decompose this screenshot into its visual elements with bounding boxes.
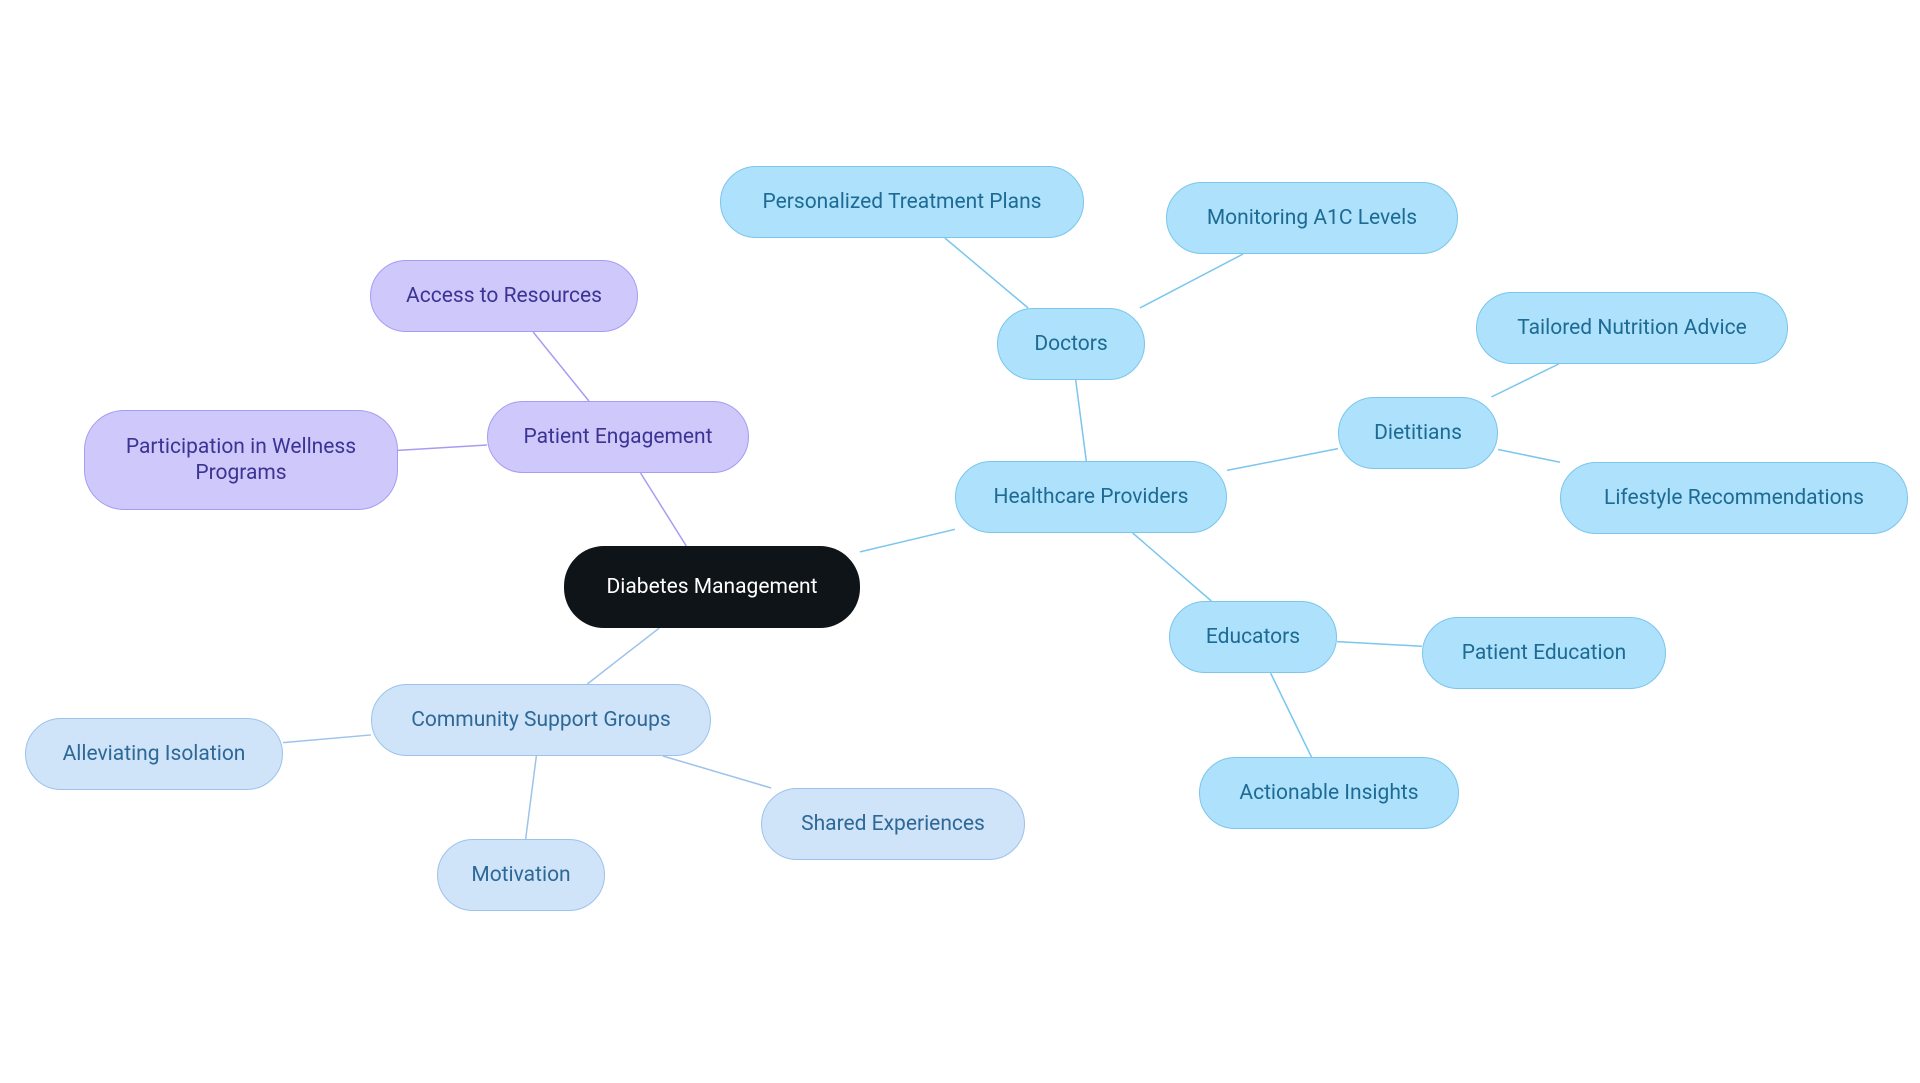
edge: [1133, 533, 1212, 601]
edge: [1491, 364, 1558, 397]
edge: [1498, 449, 1560, 462]
node-label: Educators: [1206, 624, 1300, 650]
node-pe_res: Access to Resources: [370, 260, 638, 332]
edge: [663, 756, 771, 788]
node-label: Personalized Treatment Plans: [763, 189, 1042, 215]
edge: [526, 756, 537, 839]
edge: [641, 473, 687, 546]
node-label: Access to Resources: [406, 283, 602, 309]
node-pe: Patient Engagement: [487, 401, 749, 473]
edge: [587, 628, 659, 684]
node-label: Community Support Groups: [411, 707, 671, 733]
edge: [1140, 254, 1243, 308]
node-diet: Dietitians: [1338, 397, 1498, 469]
node-label: Alleviating Isolation: [63, 741, 246, 767]
node-edu_act: Actionable Insights: [1199, 757, 1459, 829]
node-label: Healthcare Providers: [994, 484, 1189, 510]
node-edu_pat: Patient Education: [1422, 617, 1666, 689]
node-label: Lifestyle Recommendations: [1604, 485, 1864, 511]
node-label: Actionable Insights: [1239, 780, 1418, 806]
node-edu: Educators: [1169, 601, 1337, 673]
node-csg_mot: Motivation: [437, 839, 605, 911]
node-label: Participation in Wellness Programs: [126, 434, 356, 487]
node-label: Motivation: [471, 862, 570, 888]
edge: [860, 529, 955, 552]
edge: [533, 332, 589, 401]
node-label: Monitoring A1C Levels: [1207, 205, 1417, 231]
edge: [945, 238, 1028, 308]
node-diet_life: Lifestyle Recommendations: [1560, 462, 1908, 534]
node-doc_plan: Personalized Treatment Plans: [720, 166, 1084, 238]
node-doc: Doctors: [997, 308, 1145, 380]
node-csg: Community Support Groups: [371, 684, 711, 756]
node-csg_iso: Alleviating Isolation: [25, 718, 283, 790]
edge-layer: [0, 0, 1920, 1083]
edge: [1337, 642, 1422, 647]
node-label: Doctors: [1034, 331, 1107, 357]
node-label: Patient Engagement: [523, 424, 712, 450]
edge: [1271, 673, 1312, 757]
edge: [1227, 449, 1338, 471]
node-diet_nut: Tailored Nutrition Advice: [1476, 292, 1788, 364]
edge: [1076, 380, 1087, 461]
node-doc_a1c: Monitoring A1C Levels: [1166, 182, 1458, 254]
node-label: Diabetes Management: [606, 574, 817, 600]
edge: [283, 735, 371, 743]
edge: [398, 445, 487, 450]
node-root: Diabetes Management: [564, 546, 860, 628]
node-csg_exp: Shared Experiences: [761, 788, 1025, 860]
mindmap-canvas: Diabetes Management Patient Engagement Acc…: [0, 0, 1920, 1083]
node-label: Patient Education: [1462, 640, 1626, 666]
node-pe_well: Participation in Wellness Programs: [84, 410, 398, 510]
node-label: Tailored Nutrition Advice: [1517, 315, 1746, 341]
node-label: Dietitians: [1374, 420, 1462, 446]
node-label: Shared Experiences: [801, 811, 985, 837]
node-hp: Healthcare Providers: [955, 461, 1227, 533]
